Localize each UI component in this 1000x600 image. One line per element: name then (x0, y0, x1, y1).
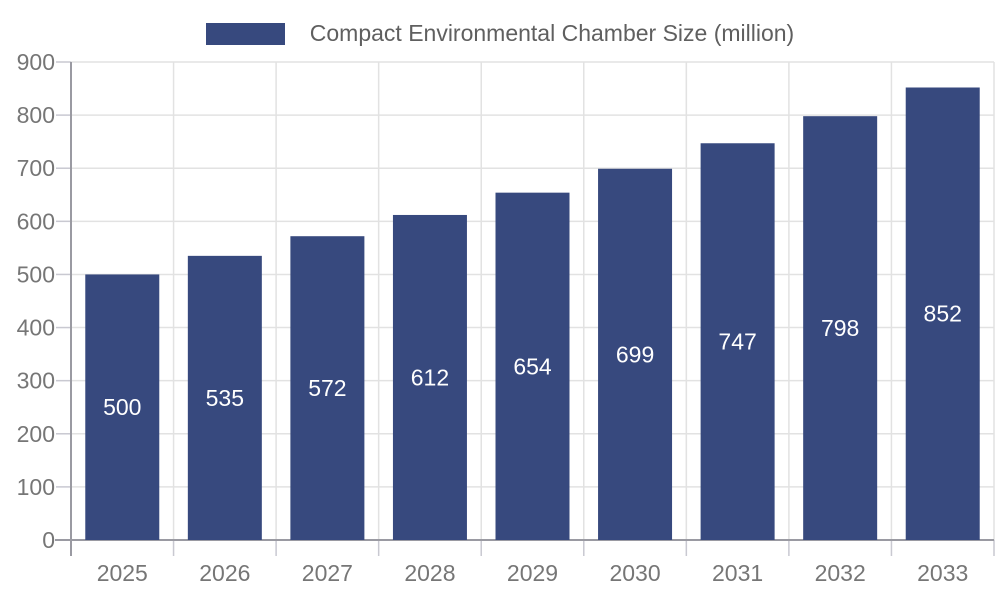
x-tick-label: 2025 (97, 560, 148, 586)
bar-2032 (803, 116, 878, 540)
y-tick-label: 700 (17, 155, 55, 181)
x-tick-label: 2030 (609, 560, 660, 586)
bar-2028 (392, 214, 467, 540)
legend-label: Compact Environmental Chamber Size (mill… (309, 20, 795, 46)
x-tick-label: 2029 (507, 560, 558, 586)
y-tick-label: 100 (17, 474, 55, 500)
bar-2031 (700, 143, 775, 540)
y-tick-label: 400 (17, 315, 55, 341)
bar-2027 (290, 236, 365, 540)
x-tick-label: 2032 (815, 560, 866, 586)
y-tick-label: 800 (17, 102, 55, 128)
bar-value-label: 535 (206, 385, 244, 411)
x-tick-label: 2028 (404, 560, 455, 586)
bar-value-label: 500 (103, 394, 141, 420)
bar-value-label: 612 (411, 364, 449, 390)
bar-value-label: 654 (513, 353, 552, 379)
bar-2033 (905, 87, 980, 540)
bar-value-label: 747 (718, 329, 756, 355)
x-tick-label: 2031 (712, 560, 763, 586)
bar-2029 (495, 192, 570, 541)
bar-value-label: 699 (616, 341, 654, 367)
x-tick-label: 2033 (917, 560, 968, 586)
bar-2026 (187, 255, 262, 540)
bar-value-label: 798 (821, 315, 859, 341)
bar-value-label: 852 (924, 301, 962, 327)
y-tick-label: 600 (17, 208, 55, 234)
legend-swatch-icon (205, 22, 285, 45)
x-tick-label: 2026 (199, 560, 250, 586)
bar-value-label: 572 (308, 375, 346, 401)
y-tick-label: 200 (17, 421, 55, 447)
y-tick-label: 900 (17, 49, 55, 75)
chart-legend[interactable]: Compact Environmental Chamber Size (mill… (0, 20, 1000, 47)
bar-2025 (85, 274, 160, 540)
y-tick-label: 0 (42, 527, 55, 553)
y-tick-label: 300 (17, 368, 55, 394)
x-tick-label: 2027 (302, 560, 353, 586)
bar-2030 (598, 168, 673, 540)
y-tick-label: 500 (17, 261, 55, 287)
